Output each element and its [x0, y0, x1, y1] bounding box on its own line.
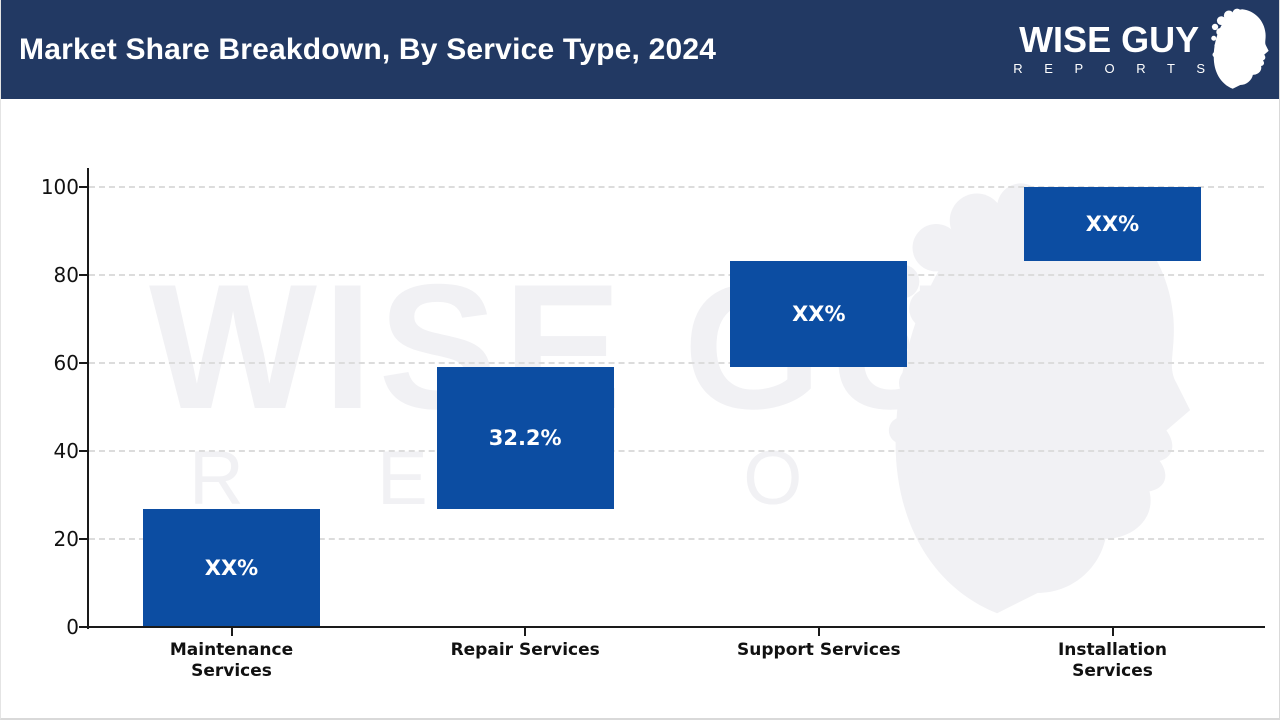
category-label-2: Support Services [737, 640, 901, 660]
bar-2 [730, 261, 908, 367]
bar-value-label-0: XX% [204, 555, 259, 580]
x-tick-mark-1 [524, 628, 527, 636]
gridline-40 [89, 450, 1264, 452]
y-tick-label-20: 20 [53, 527, 79, 551]
bar-3 [1024, 187, 1201, 262]
y-tick-label-100: 100 [40, 175, 79, 199]
bar-value-label-3: XX% [1085, 212, 1140, 237]
y-tick-label-40: 40 [53, 439, 79, 463]
bar-value-label-1: 32.2% [488, 425, 562, 450]
y-tick-mark-100 [79, 186, 87, 188]
y-tick-mark-40 [79, 450, 87, 452]
gridline-60 [89, 362, 1264, 364]
brand-logo: WISE GUY R E P O R T S [1013, 8, 1271, 90]
gridline-80 [89, 274, 1264, 276]
brand-name: WISE GUY [1019, 19, 1200, 60]
bar-0 [143, 508, 320, 627]
chart-title: Market Share Breakdown, By Service Type,… [19, 32, 717, 66]
category-label-3: Installation Services [1057, 640, 1167, 681]
header-bar: Market Share Breakdown, By Service Type,… [1, 0, 1279, 99]
bar-value-label-2: XX% [792, 302, 846, 327]
category-label-1: Repair Services [450, 640, 600, 660]
x-tick-mark-0 [230, 628, 233, 636]
y-tick-label-0: 0 [66, 615, 79, 639]
gridline-20 [89, 538, 1264, 540]
x-axis-spine [87, 626, 1265, 628]
y-axis-spine [87, 168, 89, 629]
brand-subname: R E P O R T S [1013, 61, 1214, 76]
category-label-0: Maintenance Services [169, 640, 294, 681]
brand-face-dots-icon [1211, 8, 1269, 89]
y-tick-mark-0 [79, 626, 87, 628]
gridline-100 [89, 186, 1264, 188]
y-tick-mark-20 [79, 538, 87, 540]
y-tick-mark-60 [79, 362, 87, 364]
y-tick-mark-80 [79, 274, 87, 276]
bar-1 [436, 366, 614, 509]
brand-logo-text: WISE GUY R E P O R T S [1013, 19, 1205, 77]
y-tick-label-60: 60 [53, 351, 79, 375]
y-tick-label-80: 80 [53, 263, 79, 287]
x-tick-mark-2 [817, 628, 820, 636]
x-tick-mark-3 [1111, 628, 1114, 636]
